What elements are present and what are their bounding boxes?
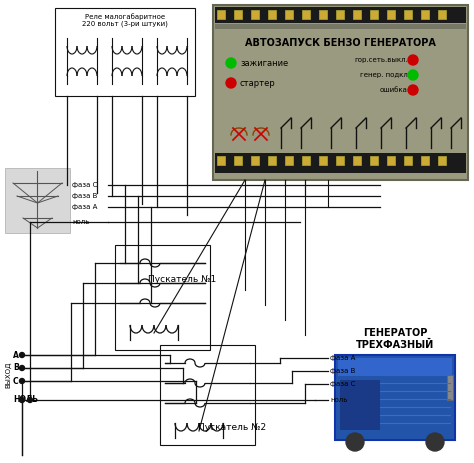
Bar	[285, 156, 293, 165]
Bar	[353, 156, 361, 165]
Circle shape	[19, 365, 25, 370]
Text: ВЫХОД: ВЫХОД	[5, 362, 11, 388]
Circle shape	[426, 433, 444, 451]
Bar	[5, 168, 70, 233]
Circle shape	[346, 433, 364, 451]
Bar	[213, 5, 468, 180]
Bar	[340, 380, 380, 430]
Text: В: В	[13, 363, 19, 373]
Circle shape	[19, 352, 25, 357]
Bar	[215, 24, 466, 29]
Circle shape	[19, 378, 25, 383]
Bar	[336, 10, 344, 19]
Bar	[319, 10, 327, 19]
Circle shape	[408, 70, 418, 80]
Text: генер. подкл: генер. подкл	[360, 72, 408, 78]
Text: зажигание: зажигание	[240, 58, 288, 68]
Bar	[215, 7, 466, 23]
Bar	[302, 156, 310, 165]
Text: ГЕНЕРАТОР: ГЕНЕРАТОР	[363, 328, 427, 338]
Bar	[404, 10, 412, 19]
Bar	[319, 156, 327, 165]
Bar	[370, 156, 378, 165]
Bar	[217, 156, 225, 165]
Bar	[234, 156, 242, 165]
Bar	[404, 156, 412, 165]
Bar	[353, 10, 361, 19]
Bar	[447, 375, 453, 400]
Text: ТРЕХФАЗНЫЙ: ТРЕХФАЗНЫЙ	[356, 340, 434, 350]
Bar	[251, 156, 259, 165]
Bar	[285, 10, 293, 19]
Text: стартер: стартер	[240, 79, 276, 88]
Text: фаза С: фаза С	[72, 182, 97, 188]
Text: Пускатель №1: Пускатель №1	[148, 275, 217, 284]
Bar	[421, 156, 429, 165]
Text: фаза В: фаза В	[330, 368, 356, 374]
Bar	[215, 153, 466, 173]
Text: фаза В: фаза В	[72, 193, 97, 199]
Text: ноль: ноль	[72, 219, 90, 225]
Text: ошибка: ошибка	[380, 87, 408, 93]
Text: НОЛЬ: НОЛЬ	[13, 395, 38, 405]
Bar	[160, 345, 255, 445]
Bar	[115, 245, 210, 350]
Bar	[336, 156, 344, 165]
Text: С: С	[13, 376, 18, 386]
Text: АВТОЗАПУСК БЕНЗО ГЕНЕРАТОРА: АВТОЗАПУСК БЕНЗО ГЕНЕРАТОРА	[245, 38, 436, 48]
Bar	[234, 10, 242, 19]
Text: фаза А: фаза А	[330, 355, 356, 361]
Circle shape	[226, 78, 236, 88]
Circle shape	[19, 398, 25, 402]
Bar	[421, 10, 429, 19]
Text: фаза А: фаза А	[72, 204, 97, 210]
Bar	[370, 10, 378, 19]
Circle shape	[408, 55, 418, 65]
Text: ноль: ноль	[330, 397, 347, 403]
Bar	[338, 358, 452, 376]
Bar	[55, 8, 195, 96]
Text: А: А	[13, 350, 19, 359]
Bar	[302, 10, 310, 19]
Bar	[268, 10, 276, 19]
Text: гор.сеть.выкл.: гор.сеть.выкл.	[354, 57, 408, 63]
Bar	[438, 10, 446, 19]
Bar	[251, 10, 259, 19]
Bar	[268, 156, 276, 165]
Text: Реле малогабаритное
220 вольт (3-ри штуки): Реле малогабаритное 220 вольт (3-ри штук…	[82, 13, 168, 27]
Bar	[335, 355, 455, 440]
Bar	[438, 156, 446, 165]
Text: Пускатель №2: Пускатель №2	[199, 423, 266, 432]
Text: фаза С: фаза С	[330, 381, 356, 387]
Bar	[387, 10, 395, 19]
Bar	[217, 10, 225, 19]
Circle shape	[408, 85, 418, 95]
Circle shape	[27, 398, 33, 402]
Bar	[387, 156, 395, 165]
Circle shape	[226, 58, 236, 68]
